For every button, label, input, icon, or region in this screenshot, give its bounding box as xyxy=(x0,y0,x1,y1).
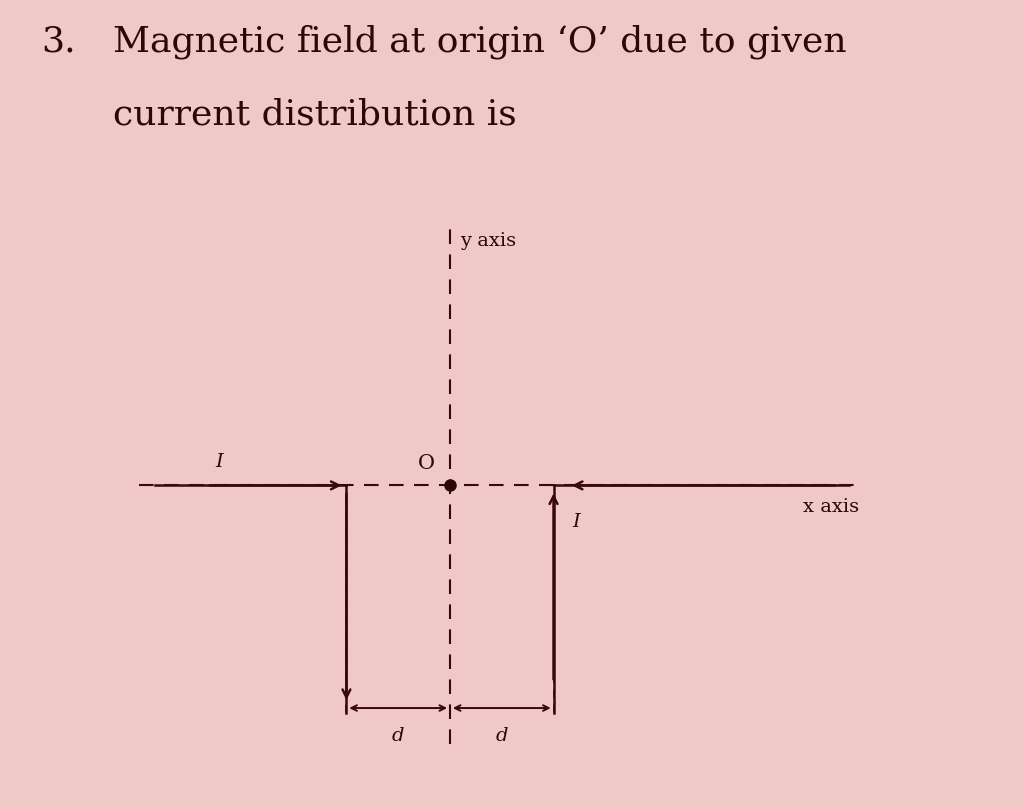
Text: 3.: 3. xyxy=(41,24,76,58)
Text: y axis: y axis xyxy=(461,231,516,250)
Text: current distribution is: current distribution is xyxy=(113,97,516,131)
Text: x axis: x axis xyxy=(803,498,859,516)
Text: d: d xyxy=(496,726,508,744)
Text: I: I xyxy=(216,453,223,471)
Text: Magnetic field at origin ‘O’ due to given: Magnetic field at origin ‘O’ due to give… xyxy=(113,24,846,59)
Text: d: d xyxy=(392,726,404,744)
Text: O: O xyxy=(418,454,434,473)
Text: I: I xyxy=(572,513,580,531)
